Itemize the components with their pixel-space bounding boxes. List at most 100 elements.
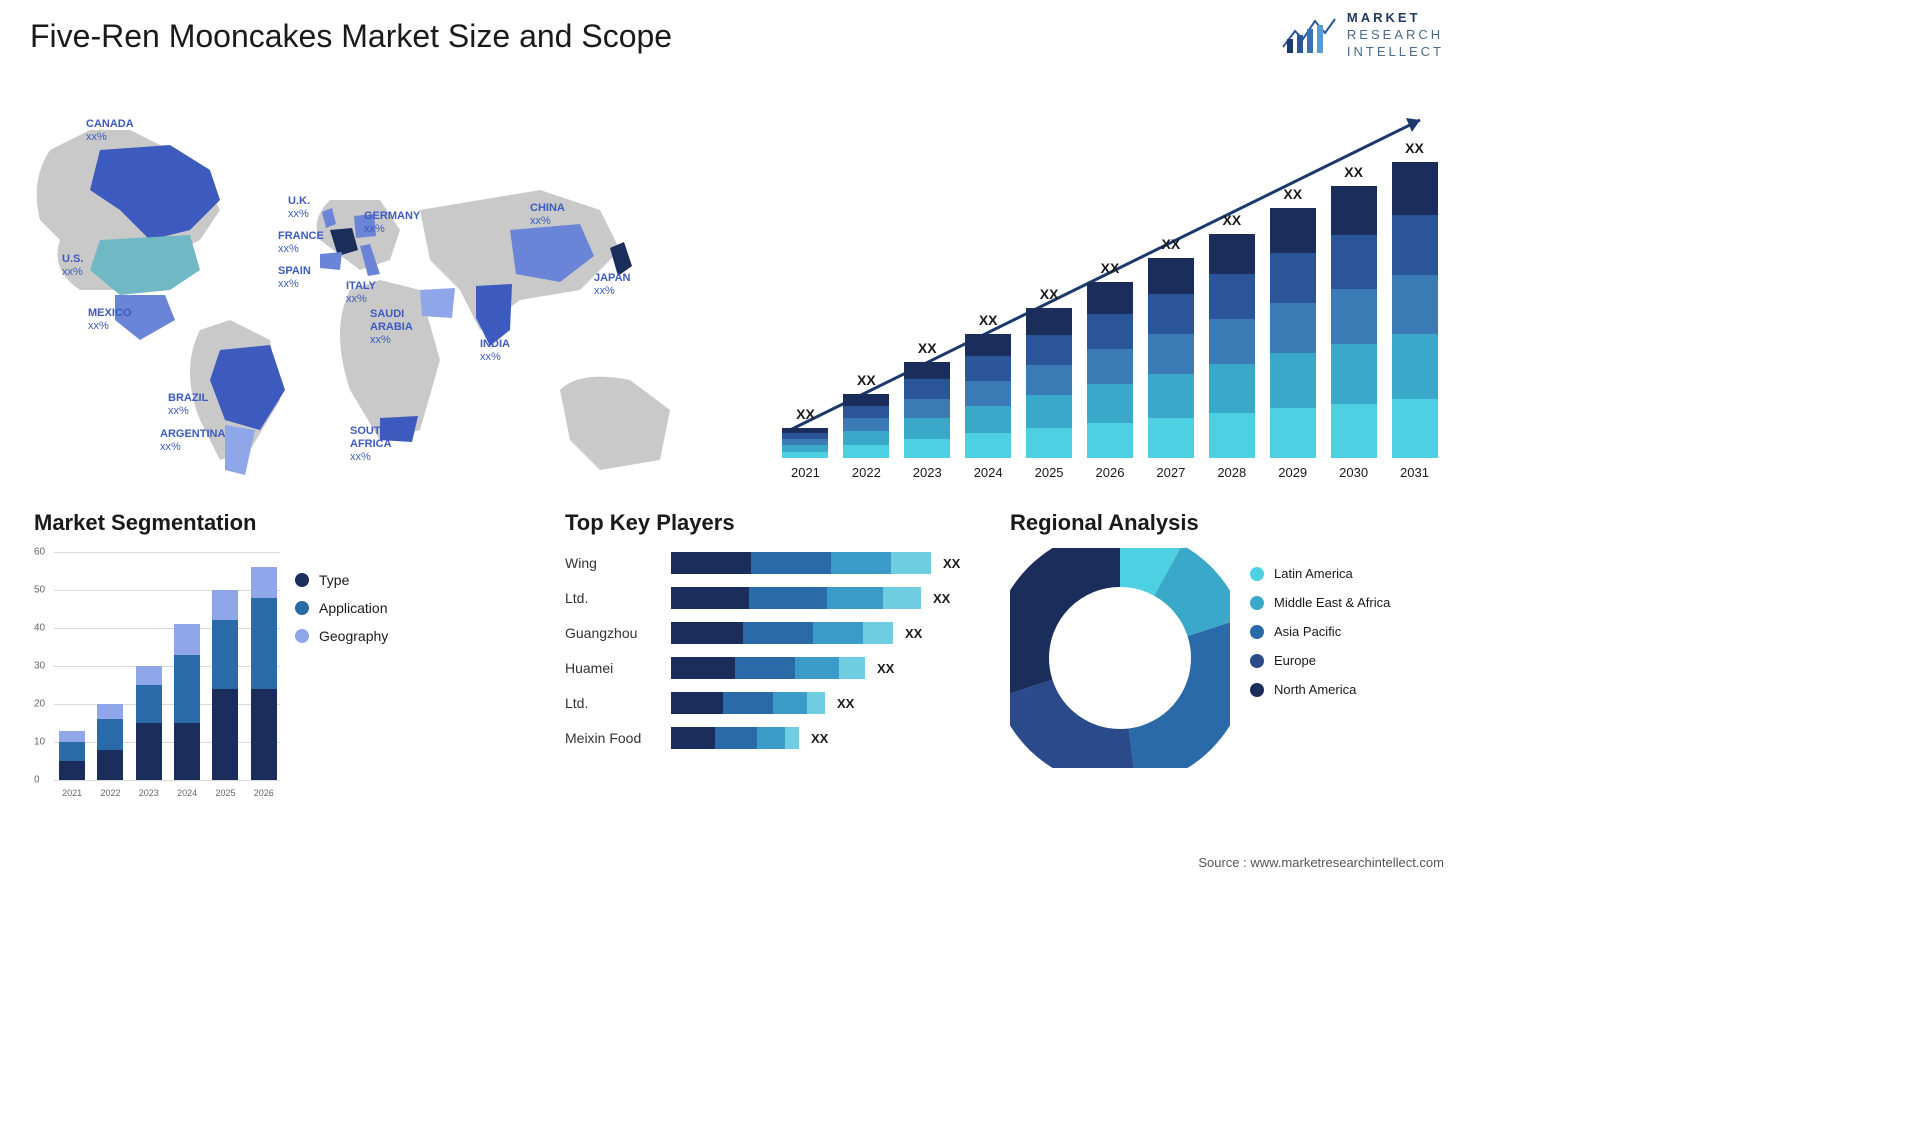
seg-bar-seg [212, 590, 238, 620]
key-players-title: Top Key Players [565, 510, 985, 536]
main-bar-seg [782, 445, 828, 452]
seg-x-tick: 2022 [94, 788, 126, 798]
main-bar-col: XX [1328, 186, 1379, 458]
segmentation-chart: 0102030405060202120222023202420252026 [34, 548, 284, 798]
main-bar-seg [904, 418, 950, 439]
key-players-chart: WingXXLtd.XXGuangzhouXXHuameiXXLtd.XXMei… [565, 550, 985, 751]
key-player-seg [827, 587, 883, 609]
seg-bar-seg [174, 624, 200, 654]
logo-line3: INTELLECT [1347, 44, 1444, 61]
donut-center [1074, 612, 1166, 704]
key-player-name: Wing [565, 555, 671, 571]
main-bar-value: XX [918, 340, 937, 356]
main-bar-seg [965, 433, 1011, 458]
segmentation-legend: TypeApplicationGeography [295, 560, 388, 656]
main-bar-seg [1392, 275, 1438, 334]
legend-swatch-icon [295, 573, 309, 587]
key-player-seg [813, 622, 863, 644]
key-player-seg [671, 622, 743, 644]
main-bar-seg [1087, 314, 1133, 349]
main-bar-seg [965, 406, 1011, 433]
main-bar-col: XX [1085, 282, 1136, 458]
key-player-seg [807, 692, 825, 714]
key-player-row: WingXX [565, 550, 985, 576]
main-bar-value: XX [1405, 140, 1424, 156]
seg-bar-col [171, 624, 203, 780]
main-bar-seg [1392, 215, 1438, 274]
main-bar-value: XX [1283, 186, 1302, 202]
main-bar-seg [1148, 334, 1194, 374]
logo-line1: MARKET [1347, 10, 1444, 27]
main-bar-seg [1026, 335, 1072, 365]
seg-bar-seg [251, 689, 277, 780]
main-bar-col: XX [1145, 258, 1196, 458]
legend-label: Geography [319, 628, 388, 644]
main-bar-seg [1026, 308, 1072, 335]
key-player-name: Meixin Food [565, 730, 671, 746]
map-label: ARGENTINAxx% [160, 428, 225, 454]
map-label: CHINAxx% [530, 202, 565, 228]
main-bar-value: XX [1040, 286, 1059, 302]
key-player-bar [671, 587, 921, 609]
seg-bar-seg [136, 666, 162, 685]
map-label: FRANCExx% [278, 230, 324, 256]
seg-y-label: 20 [34, 699, 45, 710]
main-bar-value: XX [979, 312, 998, 328]
main-bar-seg [1148, 294, 1194, 334]
map-label: INDIAxx% [480, 338, 510, 364]
key-player-seg [671, 587, 749, 609]
main-bar-seg [1392, 334, 1438, 399]
legend-label: Application [319, 600, 388, 616]
key-player-bar [671, 727, 799, 749]
map-label: SOUTH AFRICAxx% [350, 425, 410, 465]
segmentation-title: Market Segmentation [34, 510, 484, 536]
key-player-value: XX [933, 591, 950, 606]
main-bar-value: XX [1222, 212, 1241, 228]
page-title: Five-Ren Mooncakes Market Size and Scope [30, 18, 672, 55]
legend-swatch-icon [295, 629, 309, 643]
seg-bar-seg [212, 689, 238, 780]
main-bar-value: XX [1344, 164, 1363, 180]
main-bar-seg [1331, 289, 1377, 343]
main-bar-seg [1148, 374, 1194, 418]
legend-swatch-icon [1250, 567, 1264, 581]
key-player-seg [831, 552, 891, 574]
seg-bar-seg [174, 655, 200, 723]
logo-text: MARKET RESEARCH INTELLECT [1347, 10, 1444, 61]
main-bar-seg [843, 406, 889, 419]
key-player-seg [671, 692, 723, 714]
map-label: ITALYxx% [346, 280, 376, 306]
key-player-row: Meixin FoodXX [565, 725, 985, 751]
main-bar-col: XX [963, 334, 1014, 458]
seg-bar-seg [97, 750, 123, 780]
main-bar-seg [1331, 235, 1377, 289]
seg-x-tick: 2026 [248, 788, 280, 798]
seg-y-label: 40 [34, 623, 45, 634]
seg-bar-seg [251, 567, 277, 597]
main-bar-seg [1026, 428, 1072, 458]
regional-donut-chart [1010, 548, 1230, 768]
main-bar-col: XX [1024, 308, 1075, 458]
main-bar-seg [1392, 162, 1438, 215]
main-bar-seg [904, 399, 950, 418]
brand-logo: MARKET RESEARCH INTELLECT [1281, 10, 1444, 61]
regional-title: Regional Analysis [1010, 510, 1450, 536]
seg-bar-seg [59, 731, 85, 742]
seg-x-tick: 2023 [133, 788, 165, 798]
main-bar-seg [904, 379, 950, 398]
key-players-section: Top Key Players WingXXLtd.XXGuangzhouXXH… [565, 510, 985, 760]
regional-legend-item: Latin America [1250, 566, 1390, 581]
main-bar-seg [1026, 395, 1072, 428]
seg-bar-col [133, 666, 165, 780]
seg-bar-seg [97, 719, 123, 749]
main-bar-col: XX [1206, 234, 1257, 458]
key-player-seg [773, 692, 807, 714]
key-player-name: Ltd. [565, 695, 671, 711]
key-player-value: XX [877, 661, 894, 676]
main-x-tick: 2028 [1206, 465, 1257, 480]
main-bar-seg [782, 452, 828, 458]
key-player-seg [891, 552, 931, 574]
map-label: JAPANxx% [594, 272, 630, 298]
key-player-seg [671, 727, 715, 749]
key-player-bar [671, 552, 931, 574]
